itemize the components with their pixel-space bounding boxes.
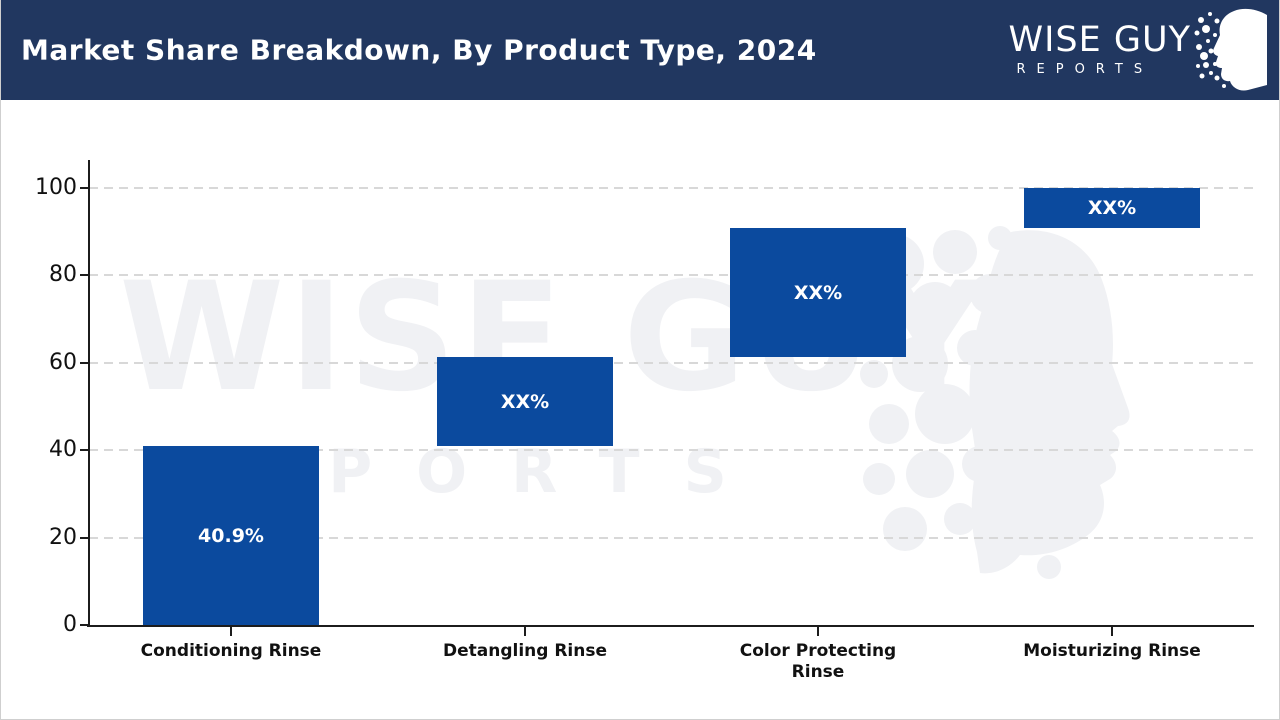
- gridline: [89, 361, 1254, 364]
- y-tick: [80, 186, 89, 189]
- x-category-label: Color Protecting Rinse: [739, 641, 897, 683]
- y-tick: [80, 624, 89, 626]
- x-tick: [1111, 627, 1113, 636]
- bar-value-label: 40.9%: [198, 524, 264, 547]
- logo-tagline: REPORTS: [1016, 62, 1154, 77]
- y-tick: [80, 536, 89, 539]
- y-tick-label: 60: [49, 349, 77, 375]
- gridline: [89, 449, 1254, 451]
- bar: [1024, 187, 1200, 229]
- chart: WISE GUY REPORTS 0 20 40 60 80 100 40.9% Condit…: [1, 100, 1279, 719]
- logo-head-icon: [1194, 8, 1267, 91]
- bar-value-label: XX%: [793, 281, 843, 304]
- x-category-label: Detangling Rinse: [442, 641, 608, 661]
- bar-value-label: XX%: [1087, 196, 1137, 219]
- y-tick-label: 100: [35, 174, 77, 200]
- y-tick-label: 20: [49, 524, 77, 550]
- x-category-label: Conditioning Rinse: [140, 641, 322, 661]
- axis-bottom-spine: [87, 625, 1254, 627]
- page-title: Market Share Breakdown, By Product Type,…: [21, 33, 817, 67]
- y-tick: [80, 449, 89, 451]
- gridline: [89, 536, 1254, 539]
- y-tick: [80, 274, 89, 276]
- x-category-label: Moisturizing Rinse: [1023, 641, 1201, 661]
- axis-left-spine: [88, 160, 90, 627]
- x-tick: [524, 627, 526, 636]
- bar: [730, 228, 906, 358]
- gridline: [89, 186, 1254, 189]
- gridline: [89, 274, 1254, 276]
- logo-text: WISE GUY REPORTS: [1008, 20, 1191, 78]
- bar-value-label: XX%: [500, 390, 550, 413]
- bar: [143, 446, 319, 625]
- header: Market Share Breakdown, By Product Type,…: [1, 0, 1279, 100]
- y-tick-label: 0: [63, 612, 77, 637]
- x-tick: [230, 627, 232, 636]
- y-tick: [80, 361, 89, 364]
- y-tick-label: 40: [49, 437, 77, 462]
- bar: [437, 357, 613, 447]
- logo-name: WISE GUY: [1008, 20, 1191, 60]
- y-tick-label: 80: [49, 262, 77, 287]
- logo: WISE GUY REPORTS: [1008, 6, 1267, 94]
- x-tick: [817, 627, 819, 636]
